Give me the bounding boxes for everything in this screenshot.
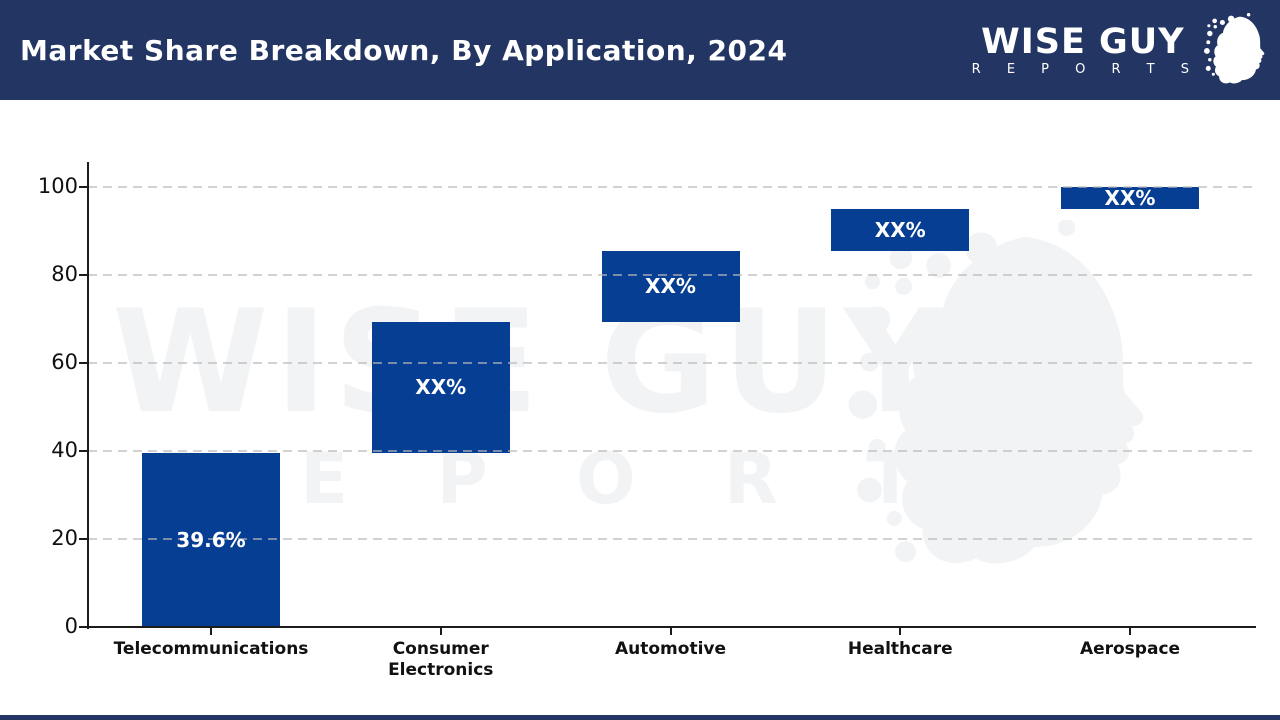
y-tick-label: 0: [64, 614, 78, 638]
x-category-label: Healthcare: [847, 639, 953, 659]
logo-head-profile-icon: [1204, 13, 1265, 84]
gridline: [88, 450, 1256, 452]
x-category-label: Automotive: [614, 639, 727, 659]
y-tick-label: 80: [51, 262, 78, 286]
bar-healthcare: [831, 209, 970, 251]
chart-area: WISE GUY R E P O R T S 0 20 40 60 80 100 39.6%…: [0, 100, 1280, 715]
bar-value-label: XX%: [1104, 186, 1156, 210]
logo-text: WISE GUY R E P O R T S: [966, 24, 1200, 77]
x-category-label: Telecommunications: [113, 639, 309, 659]
y-tick-mark: [79, 274, 88, 276]
bar-value-label: 39.6%: [176, 527, 246, 552]
bar-value-label: XX%: [645, 274, 696, 299]
bar-value-label: XX%: [415, 375, 467, 400]
wiseguy-logo: WISE GUY R E P O R T S: [966, 10, 1268, 90]
page-title: Market Share Breakdown, By Application, …: [20, 33, 788, 67]
y-tick-mark: [79, 362, 88, 364]
y-tick-label: 60: [51, 350, 78, 374]
bar-value-label: XX%: [874, 217, 926, 242]
x-category-label: Aerospace: [1079, 639, 1181, 659]
footer-bar: [0, 715, 1280, 720]
x-axis-line: [80, 626, 1256, 628]
x-tick-mark: [1129, 628, 1131, 635]
header-bar: Market Share Breakdown, By Application, …: [0, 0, 1280, 100]
gridline: [88, 274, 1256, 276]
bar-aerospace: [1061, 187, 1199, 209]
x-tick-mark: [899, 628, 902, 635]
y-tick-mark: [79, 538, 88, 540]
bar-consumer-electronics: [371, 322, 510, 453]
bar-automotive: [601, 250, 740, 323]
y-tick-label: 40: [51, 438, 78, 462]
y-tick-mark: [79, 450, 88, 452]
logo-wordmark: WISE GUY: [981, 21, 1185, 62]
y-tick-mark: [79, 186, 88, 188]
y-axis-line: [87, 162, 89, 629]
x-category-label: Consumer Electronics: [388, 639, 494, 680]
logo-subtitle: R E P O R T S: [971, 61, 1200, 77]
y-tick-label: 20: [51, 526, 78, 550]
gridline: [88, 186, 1256, 188]
x-tick-mark: [439, 628, 442, 635]
x-tick-mark: [210, 628, 212, 635]
gridline: [88, 362, 1256, 364]
gridline: [88, 538, 1256, 540]
x-tick-mark: [669, 628, 672, 635]
y-tick-label: 100: [37, 174, 78, 198]
